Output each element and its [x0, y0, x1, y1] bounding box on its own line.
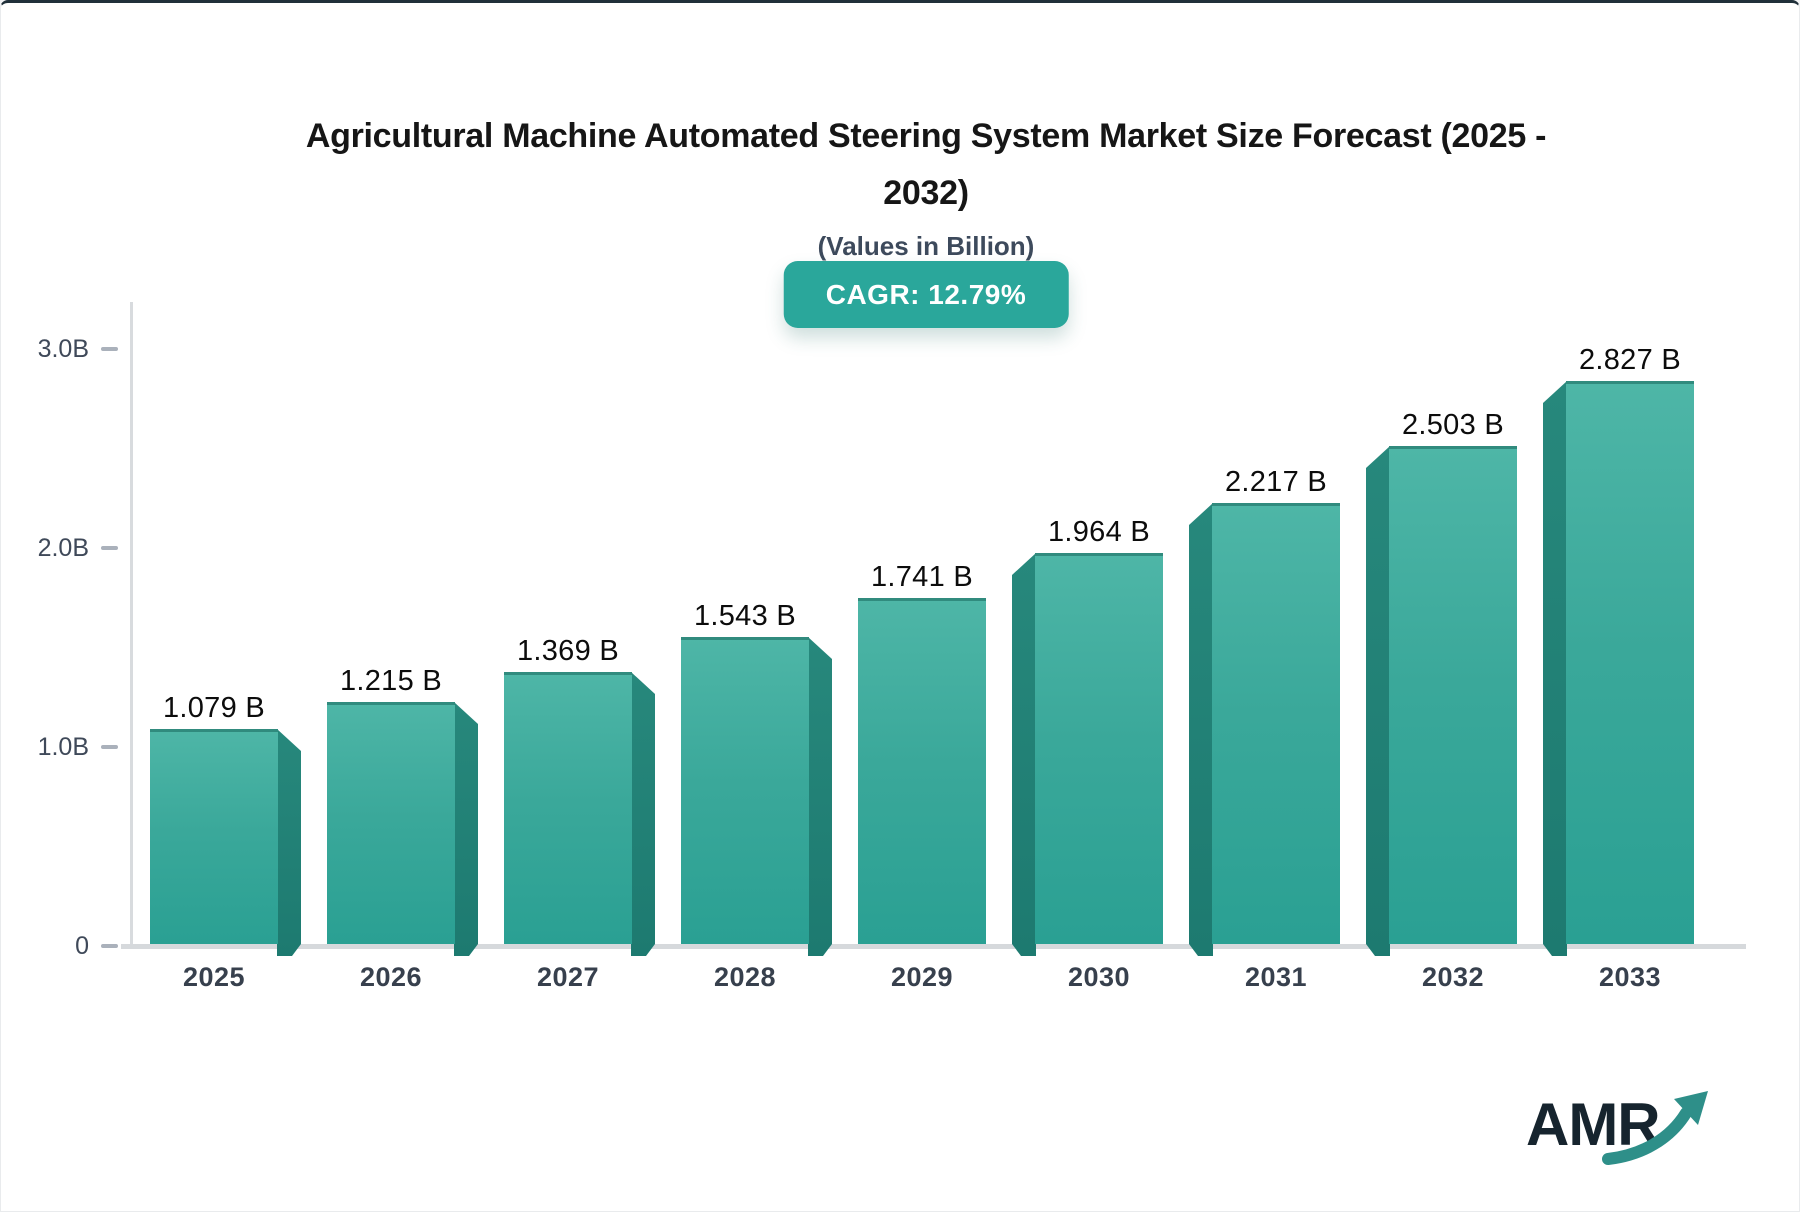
bar-2031 [1212, 503, 1340, 944]
bar-2027 [504, 672, 632, 944]
y-axis-line [130, 302, 133, 949]
bar-chart-plot: 0 1.0B 2.0B 3.0B 1.079 B 2025 1.215 B 2026 1.369… [1, 3, 1799, 1211]
bar-value-label: 1.215 B [339, 665, 443, 697]
trend-up-arrow-icon [1602, 1091, 1708, 1165]
bar-2025 [150, 729, 278, 944]
x-axis-line [121, 944, 1746, 949]
bar-3d-side [277, 729, 301, 956]
bar-value-label: 2.503 B [1401, 409, 1505, 441]
y-tick-label: 1.0B [37, 733, 89, 761]
y-tick-mark [101, 347, 118, 351]
x-axis-year-label: 2031 [1244, 962, 1308, 992]
bar-value-label: 2.827 B [1578, 344, 1682, 376]
x-axis-year-label: 2026 [359, 962, 423, 992]
chart-title-line-1: Agricultural Machine Automated Steering … [305, 117, 1547, 155]
x-axis-year-label: 2028 [713, 962, 777, 992]
y-tick-mark [101, 745, 118, 749]
bar-value-label: 1.079 B [162, 692, 266, 724]
bar-value-label: 1.369 B [516, 635, 620, 667]
x-axis-year-label: 2029 [890, 962, 954, 992]
y-tick-mark [101, 944, 118, 948]
y-tick-label: 0 [75, 932, 89, 960]
y-tick-label: 3.0B [37, 335, 89, 363]
bar-value-label: 1.741 B [870, 561, 974, 593]
bar-2028 [681, 637, 809, 944]
bar-3d-side [631, 672, 655, 956]
y-tick-label: 2.0B [37, 534, 89, 562]
cagr-badge: CAGR: 12.79% [783, 261, 1069, 328]
bar-2026 [327, 702, 455, 944]
x-axis-year-label: 2033 [1598, 962, 1662, 992]
bar-3d-side [454, 702, 478, 956]
y-tick-mark [101, 546, 118, 550]
x-axis-year-label: 2025 [182, 962, 246, 992]
bar-3d-side [1366, 446, 1390, 956]
chart-title-line-2: 2032) [883, 174, 969, 212]
bar-3d-side [1012, 553, 1036, 956]
bar-value-label: 1.964 B [1047, 516, 1151, 548]
x-axis-year-label: 2032 [1421, 962, 1485, 992]
bar-2030 [1035, 553, 1163, 944]
bar-value-label: 2.217 B [1224, 466, 1328, 498]
bar-value-label: 1.543 B [693, 600, 797, 632]
amr-logo: AMR [1526, 1089, 1726, 1173]
bar-3d-side [1543, 381, 1567, 956]
bar-3d-side [1189, 503, 1213, 956]
bar-2033 [1566, 381, 1694, 944]
chart-title: Agricultural Machine Automated Steering … [51, 108, 1799, 222]
bar-3d-side [808, 637, 832, 956]
bar-2032 [1389, 446, 1517, 944]
x-axis-year-label: 2030 [1067, 962, 1131, 992]
bar-2029 [858, 598, 986, 944]
chart-subtitle: (Values in Billion) [817, 231, 1035, 261]
x-axis-year-label: 2027 [536, 962, 600, 992]
